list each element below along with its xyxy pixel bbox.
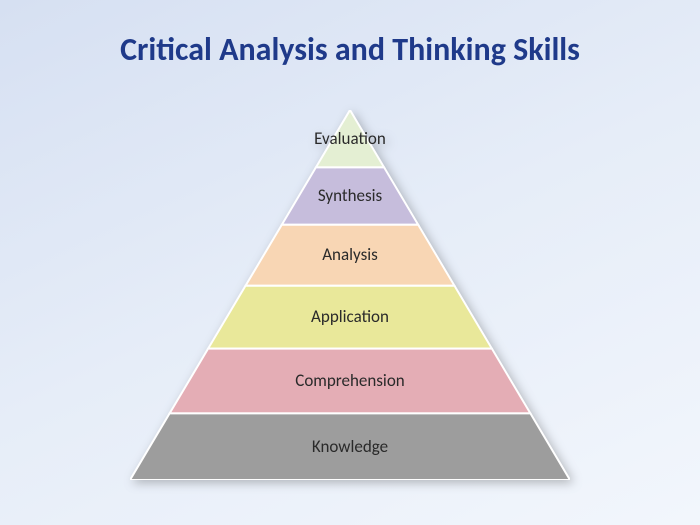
pyramid-level-5 (130, 413, 570, 480)
slide-title: Critical Analysis and Thinking Skills (0, 30, 700, 69)
pyramid-level-2 (246, 225, 455, 286)
slide: Critical Analysis and Thinking Skills Ev… (0, 0, 700, 525)
pyramid-level-3 (208, 286, 492, 349)
pyramid-level-0 (316, 110, 384, 167)
pyramid-level-4 (170, 349, 531, 414)
pyramid-svg (130, 110, 570, 480)
pyramid-diagram: EvaluationSynthesisAnalysisApplicationCo… (130, 110, 570, 480)
pyramid-level-1 (282, 167, 418, 224)
